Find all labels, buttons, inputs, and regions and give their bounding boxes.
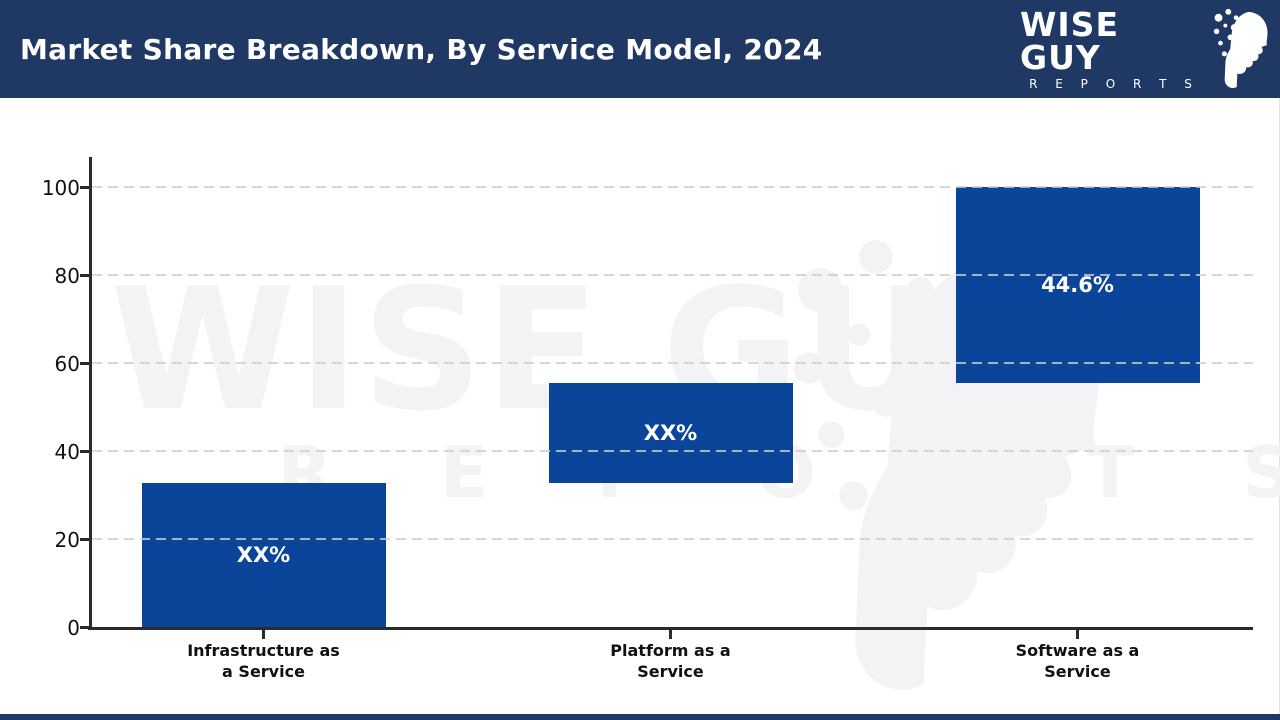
y-tick-label: 100 (41, 176, 80, 200)
y-tick-mark (80, 186, 90, 189)
logo-subtitle: R E P O R T S (1029, 76, 1199, 91)
x-tick-mark (1076, 630, 1079, 639)
page-title: Market Share Breakdown, By Service Model… (20, 32, 823, 66)
x-category-label: Infrastructure as a Service (187, 641, 340, 681)
y-tick-mark (80, 538, 90, 541)
gridline (92, 538, 1253, 540)
y-axis-line (89, 157, 92, 629)
y-tick-label: 0 (67, 616, 80, 640)
footer-bar (0, 714, 1280, 720)
gridline (92, 186, 1253, 188)
x-tick-mark (262, 630, 265, 639)
y-tick-mark (80, 274, 90, 277)
bar-segment (141, 483, 386, 627)
bar-segment (955, 187, 1200, 384)
logo-wordmark: WISE GUY (1020, 4, 1119, 77)
bar-value-label: XX% (643, 421, 698, 446)
header-bar: Market Share Breakdown, By Service Model… (0, 0, 1280, 98)
x-axis-line (88, 627, 1253, 630)
logo-head-icon (1213, 8, 1268, 88)
y-tick-label: 80 (54, 264, 80, 288)
y-tick-mark (80, 362, 90, 365)
gridline (92, 450, 1253, 452)
x-category-label: Platform as a Service (610, 641, 731, 681)
x-category-label: Software as a Service (1015, 641, 1140, 681)
bar-value-label: XX% (236, 543, 291, 568)
gridline (92, 274, 1253, 276)
x-tick-mark (669, 630, 672, 639)
y-tick-label: 60 (54, 352, 80, 376)
bar-segment (548, 383, 793, 484)
wise-guy-logo: WISE GUY R E P O R T S (1020, 4, 1272, 94)
y-tick-label: 40 (54, 440, 80, 464)
y-tick-mark (80, 450, 90, 453)
bar-value-label: 44.6% (1041, 273, 1114, 298)
gridline (92, 362, 1253, 364)
y-tick-label: 20 (54, 528, 80, 552)
y-tick-mark (80, 626, 90, 629)
